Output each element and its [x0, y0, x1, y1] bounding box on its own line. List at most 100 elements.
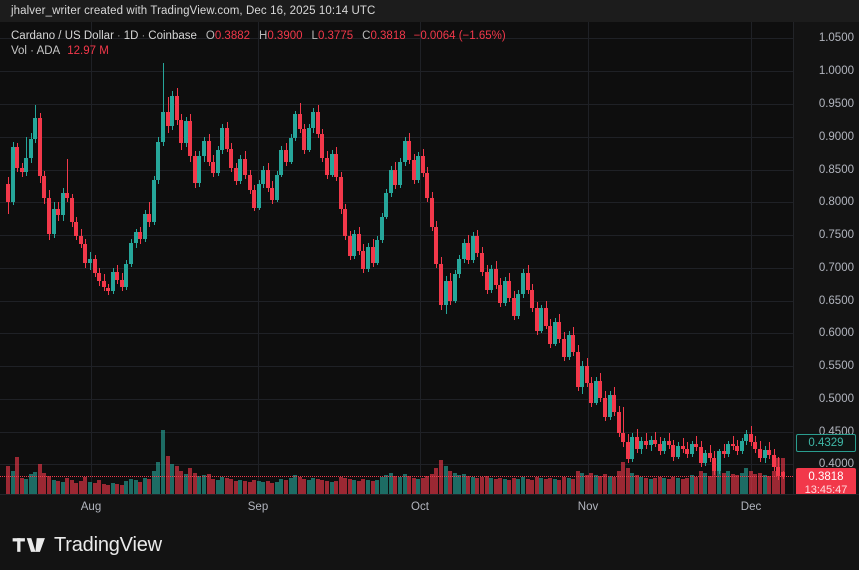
- price-tick-label: 1.0500: [818, 32, 854, 44]
- price-tick-label: 0.8500: [818, 164, 854, 176]
- candle-body: [598, 380, 602, 398]
- candle-body: [571, 334, 575, 352]
- candle-body: [38, 118, 42, 177]
- candle-body: [302, 128, 306, 150]
- candle-body: [106, 287, 110, 292]
- volume-bar: [749, 470, 753, 494]
- candle-body: [708, 452, 712, 458]
- volume-bar: [24, 479, 28, 494]
- candle-body: [690, 443, 694, 454]
- grid-line-horizontal: [0, 235, 793, 236]
- volume-bar: [33, 471, 37, 494]
- volume-bar: [644, 478, 648, 494]
- candle-body: [412, 160, 416, 180]
- price-tick-label: 1.0000: [818, 65, 854, 77]
- candle-body: [229, 148, 233, 169]
- grid-line-vertical: [588, 22, 589, 494]
- candle-body: [612, 395, 616, 413]
- candle-body: [193, 156, 197, 183]
- candle-body: [603, 397, 607, 418]
- volume-bar: [120, 485, 124, 494]
- volume-bar: [179, 470, 183, 494]
- candle-body: [585, 366, 589, 384]
- volume-bar: [175, 466, 179, 494]
- volume-bar: [758, 472, 762, 494]
- candle-body: [712, 457, 716, 472]
- candle-wick: [696, 435, 697, 452]
- candle-body: [266, 169, 270, 188]
- candle-body: [548, 325, 552, 344]
- high-marker-badge[interactable]: 0.4329: [796, 434, 856, 452]
- volume-bar: [603, 473, 607, 494]
- footer: TradingView: [0, 520, 859, 570]
- candle-body: [480, 253, 484, 272]
- volume-bar: [530, 480, 534, 494]
- candle-body: [325, 157, 329, 175]
- candle-body: [234, 168, 238, 182]
- volume-bar: [266, 481, 270, 494]
- time-tick-label: Nov: [577, 501, 599, 513]
- volume-bar: [722, 472, 726, 494]
- volume-bar: [147, 479, 151, 494]
- volume-bar: [676, 478, 680, 494]
- candle-body: [270, 187, 274, 200]
- candle-body: [147, 214, 151, 222]
- volume-bar: [425, 475, 429, 494]
- grid-line-vertical: [91, 22, 92, 494]
- tradingview-logo-text: TradingView: [54, 533, 162, 556]
- volume-bar: [485, 475, 489, 494]
- candle-body: [380, 216, 384, 241]
- volume-bar: [690, 474, 694, 494]
- candle-body: [83, 244, 87, 263]
- candle-body: [339, 177, 343, 209]
- volume-bar: [289, 478, 293, 494]
- tradingview-logo[interactable]: TradingView: [0, 534, 162, 557]
- volume-bar: [626, 468, 630, 494]
- price-tick-label: 0.8000: [818, 196, 854, 208]
- candle-body: [138, 232, 142, 239]
- volume-bar: [717, 466, 721, 494]
- time-tick-label: Aug: [80, 501, 102, 513]
- candle-body: [425, 173, 429, 199]
- volume-bar: [320, 480, 324, 494]
- candle-body: [188, 120, 192, 157]
- plot-area[interactable]: [0, 22, 793, 494]
- volume-bar: [316, 479, 320, 494]
- grid-line-horizontal: [0, 38, 793, 39]
- candle-body: [202, 140, 206, 157]
- volume-bar: [79, 481, 83, 494]
- volume-bar: [444, 466, 448, 494]
- candle-wick: [733, 435, 734, 451]
- candle-body: [475, 236, 479, 254]
- candle-body: [626, 442, 630, 460]
- candle-body: [238, 159, 242, 182]
- chart-frame[interactable]: Cardano / US Dollar · 1D · Coinbase O0.3…: [0, 22, 859, 494]
- volume-bar: [667, 479, 671, 494]
- last-price-badge[interactable]: 0.3818 13:45:47: [796, 468, 856, 494]
- candle-wick: [683, 438, 684, 453]
- candle-body: [462, 242, 466, 259]
- volume-bar: [562, 476, 566, 494]
- time-scale[interactable]: Aug Sep Oct Nov Dec: [0, 494, 859, 521]
- volume-bar: [211, 479, 215, 494]
- candle-body: [348, 236, 352, 257]
- volume-bar: [197, 475, 201, 494]
- volume-bar: [462, 473, 466, 494]
- price-tick-label: 0.6500: [818, 295, 854, 307]
- grid-line-horizontal: [0, 432, 793, 433]
- volume-bar: [767, 475, 771, 494]
- volume-bar: [398, 476, 402, 494]
- volume-bar: [243, 481, 247, 494]
- volume-bar: [348, 479, 352, 494]
- volume-bar: [307, 480, 311, 494]
- volume-bar: [612, 476, 616, 494]
- price-scale[interactable]: 0.4329 0.3818 13:45:47 33.71 M 1.05001.0…: [793, 22, 859, 494]
- candle-body: [494, 269, 498, 285]
- volume-bar: [234, 481, 238, 494]
- candle-body: [371, 246, 375, 263]
- price-tick-label: 0.9000: [818, 131, 854, 143]
- candle-body: [644, 440, 648, 445]
- volume-bar: [416, 479, 420, 494]
- candle-body: [375, 240, 379, 263]
- volume-bar: [589, 472, 593, 494]
